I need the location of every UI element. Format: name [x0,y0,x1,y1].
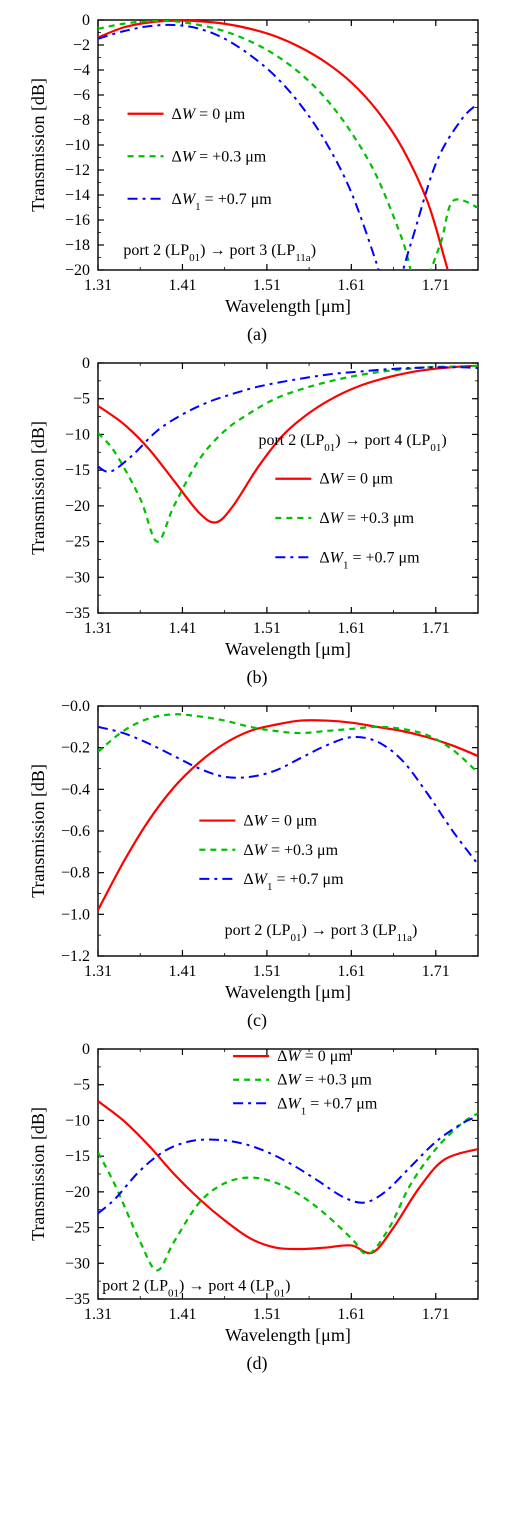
legend-blue: ΔW1 = +0.7 μm [172,191,273,213]
svg-text:−10: −10 [65,137,90,154]
svg-text:1.51: 1.51 [253,620,281,637]
svg-text:0: 0 [82,355,90,372]
svg-text:1.31: 1.31 [84,1306,112,1323]
charts-root: 1.311.411.511.611.71−20−18−16−14−12−10−8… [10,10,504,1374]
svg-text:−8: −8 [73,112,90,129]
svg-text:1.71: 1.71 [422,1306,450,1323]
svg-text:1.61: 1.61 [337,1306,365,1323]
legend-blue: ΔW1 = +0.7 μm [277,1095,378,1117]
svg-text:−25: −25 [65,534,90,551]
xlabel: Wavelength [μm] [225,296,351,316]
chart-block-c: 1.31 1.41 1.51 1.61 1.71 −1.2 −1.0 −0.8 −0.6 −0.4… [10,696,504,1031]
svg-text:−5: −5 [73,1077,90,1094]
svg-text:1.51: 1.51 [253,963,281,980]
svg-text:−20: −20 [65,262,90,279]
chart-a: 1.311.411.511.611.71−20−18−16−14−12−10−8… [20,10,494,322]
svg-text:−6: −6 [73,87,90,104]
svg-text:1.61: 1.61 [337,277,365,294]
svg-text:1.61: 1.61 [337,963,365,980]
xlabel: Wavelength [μm] [225,1325,351,1345]
xlabel: Wavelength [μm] [225,639,351,659]
legend-red: ΔW = 0 μm [172,106,246,123]
annotation: port 2 (LP01) → port 4 (LP01) [258,432,446,454]
svg-text:−1.2: −1.2 [61,948,90,965]
caption-a: (a) [10,324,504,345]
legend-red: ΔW = 0 μm [277,1048,351,1065]
svg-text:1.31: 1.31 [84,277,112,294]
svg-text:−15: −15 [65,462,90,479]
svg-text:−0.2: −0.2 [61,740,90,757]
svg-text:−4: −4 [73,62,90,79]
svg-text:1.31: 1.31 [84,620,112,637]
svg-text:−0.6: −0.6 [61,823,90,840]
svg-text:−25: −25 [65,1220,90,1237]
svg-text:−35: −35 [65,1291,90,1308]
svg-text:−20: −20 [65,498,90,515]
svg-text:0: 0 [82,12,90,29]
ylabel: Transmission [dB] [28,764,48,898]
svg-text:−5: −5 [73,391,90,408]
chart-block-d: 1.31 1.41 1.51 1.61 1.71 −35 −30 −25 −20 −15 −10 −5… [10,1039,504,1374]
svg-text:1.41: 1.41 [168,620,196,637]
annotation: port 2 (LP01) → port 4 (LP01) [102,1277,290,1299]
svg-text:1.41: 1.41 [168,1306,196,1323]
chart-block-a: 1.311.411.511.611.71−20−18−16−14−12−10−8… [10,10,504,345]
caption-c: (c) [10,1010,504,1031]
chart-c: 1.31 1.41 1.51 1.61 1.71 −1.2 −1.0 −0.8 −0.6 −0.4… [20,696,494,1008]
svg-text:1.51: 1.51 [253,277,281,294]
svg-text:−10: −10 [65,1112,90,1129]
caption-d: (d) [10,1353,504,1374]
series-green [98,1113,478,1270]
svg-text:−18: −18 [65,237,90,254]
legend-green: ΔW = +0.3 μm [319,510,414,527]
svg-text:1.71: 1.71 [422,963,450,980]
svg-text:−35: −35 [65,605,90,622]
svg-text:1.41: 1.41 [168,277,196,294]
chart-b: 1.31 1.41 1.51 1.61 1.71 −35 −30 −25 −20 −15 −10 −5… [20,353,494,665]
legend-blue: ΔW1 = +0.7 μm [243,871,344,893]
series-blue [98,1116,478,1213]
svg-text:−30: −30 [65,1255,90,1272]
legend-green: ΔW = +0.3 μm [243,842,338,859]
svg-text:−12: −12 [65,162,90,179]
svg-text:−10: −10 [65,426,90,443]
svg-text:−0.0: −0.0 [61,698,90,715]
svg-text:1.71: 1.71 [422,620,450,637]
svg-text:1.71: 1.71 [422,277,450,294]
series-green [98,366,478,542]
svg-text:−15: −15 [65,1148,90,1165]
legend-red: ΔW = 0 μm [319,471,393,488]
svg-text:−2: −2 [73,37,90,54]
series-red [98,1101,478,1253]
series-blue [98,25,478,308]
legend-blue: ΔW1 = +0.7 μm [319,549,420,571]
ylabel: Transmission [dB] [28,78,48,212]
svg-text:−1.0: −1.0 [61,906,90,923]
svg-text:−14: −14 [65,187,90,204]
chart-d: 1.31 1.41 1.51 1.61 1.71 −35 −30 −25 −20 −15 −10 −5… [20,1039,494,1351]
chart-block-b: 1.31 1.41 1.51 1.61 1.71 −35 −30 −25 −20 −15 −10 −5… [10,353,504,688]
svg-text:1.41: 1.41 [168,963,196,980]
svg-text:−30: −30 [65,569,90,586]
caption-b: (b) [10,667,504,688]
svg-text:1.61: 1.61 [337,620,365,637]
svg-text:−16: −16 [65,212,90,229]
svg-text:−0.8: −0.8 [61,865,90,882]
svg-text:−0.4: −0.4 [61,781,90,798]
legend-green: ΔW = +0.3 μm [172,148,267,165]
annotation: port 2 (LP01) → port 3 (LP11a) [123,242,316,264]
svg-text:1.31: 1.31 [84,963,112,980]
svg-text:−20: −20 [65,1184,90,1201]
legend-red: ΔW = 0 μm [243,813,317,830]
ylabel: Transmission [dB] [28,421,48,555]
svg-text:1.51: 1.51 [253,1306,281,1323]
ylabel: Transmission [dB] [28,1107,48,1241]
svg-text:0: 0 [82,1041,90,1058]
xlabel: Wavelength [μm] [225,982,351,1002]
annotation: port 2 (LP01) → port 3 (LP11a) [225,922,418,944]
legend-green: ΔW = +0.3 μm [277,1072,372,1089]
